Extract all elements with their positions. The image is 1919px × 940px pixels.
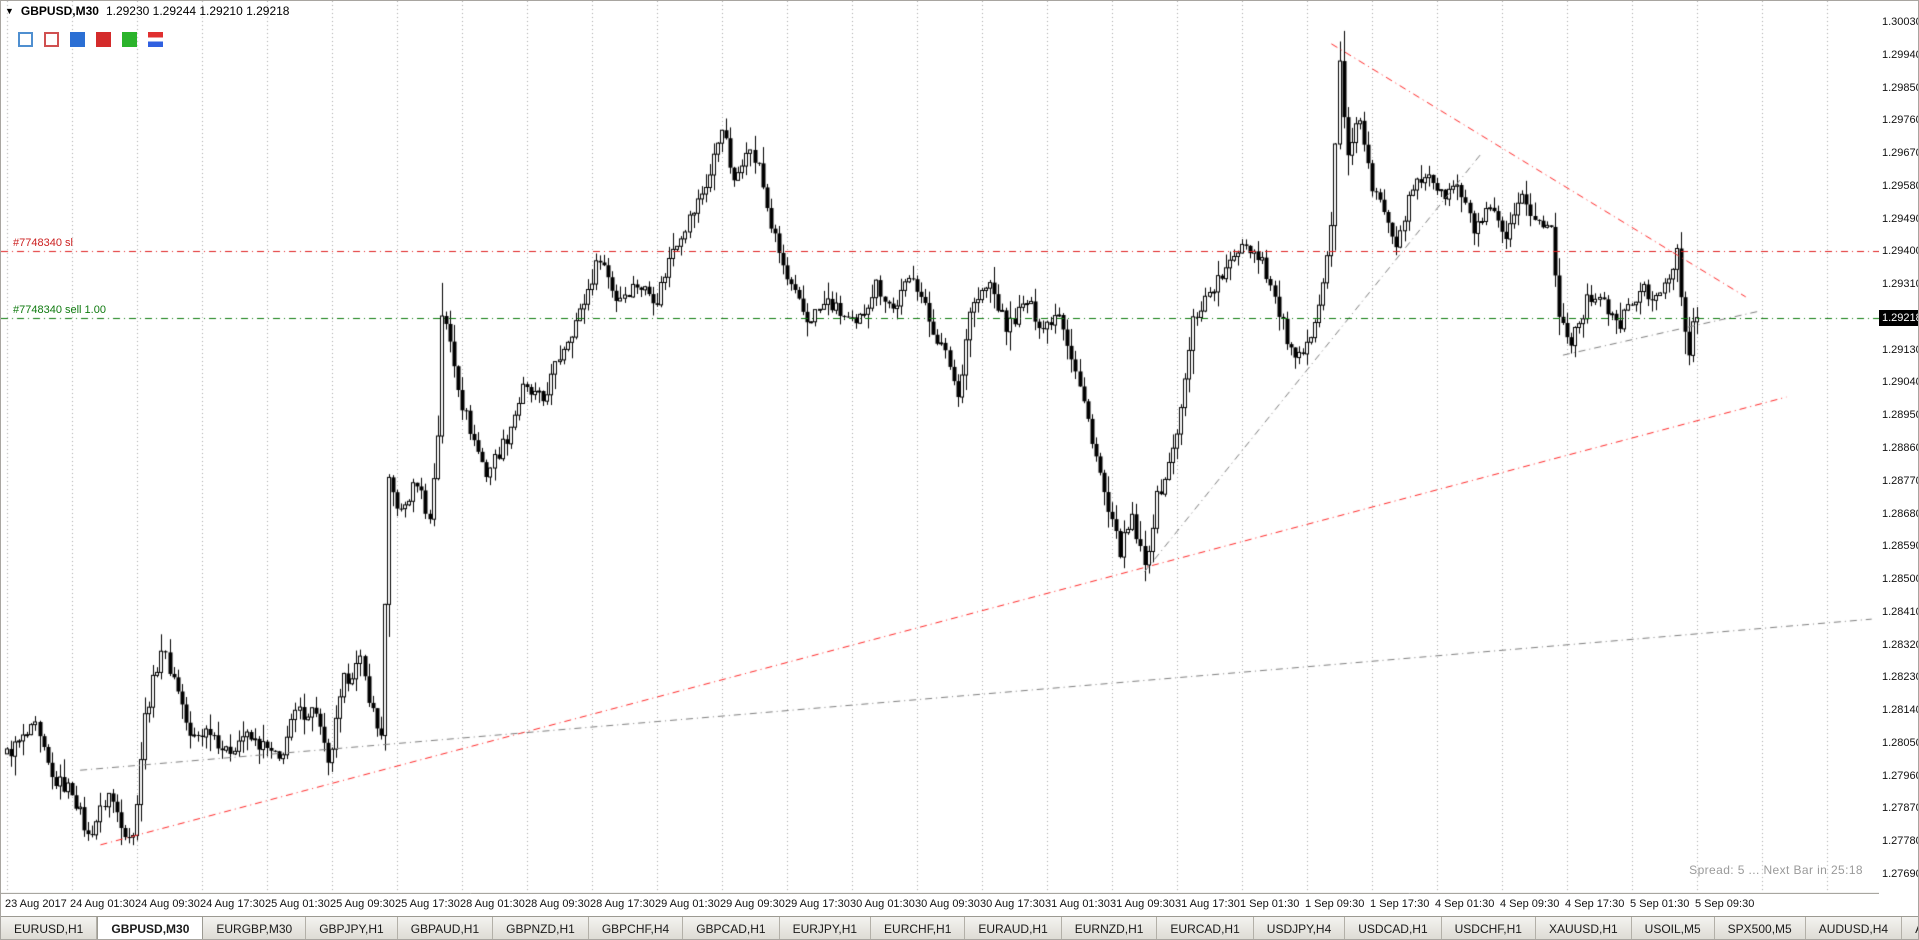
symbol-tab-eurcad-h1[interactable]: EURCAD,H1	[1157, 917, 1254, 939]
symbol-tab-gbpjpy-h1[interactable]: GBPJPY,H1	[306, 917, 398, 939]
price-axis-label: 1.29130	[1882, 343, 1919, 356]
order-sell-label[interactable]: #7748340 sell 1.00	[13, 303, 106, 316]
symbol-tab-audusd-h4[interactable]: AUDUSD,H4	[1805, 917, 1903, 939]
symbol-tab-usoil-m5[interactable]: USOIL,M5	[1631, 917, 1715, 939]
symbol-tab-eurusd-h1[interactable]: EURUSD,H1	[1, 917, 98, 939]
price-axis-label: 1.29040	[1882, 376, 1919, 389]
chart-ohlc-values: 1.29230 1.29244 1.29210 1.29218	[105, 4, 290, 18]
blue-square-button[interactable]	[70, 32, 85, 47]
time-axis-label: 5 Sep 01:30	[1630, 898, 1690, 910]
symbol-tab-gbpusd-m30[interactable]: GBPUSD,M30	[97, 917, 204, 939]
price-axis-label: 1.29940	[1882, 48, 1919, 61]
time-axis-label: 25 Aug 09:30	[330, 898, 395, 910]
time-axis-label: 25 Aug 17:30	[395, 898, 460, 910]
time-axis-label: 29 Aug 09:30	[720, 898, 785, 910]
symbol-tab-usdcad-h1[interactable]: USDCAD,H1	[1345, 917, 1442, 939]
time-axis-label: 31 Aug 17:30	[1175, 898, 1240, 910]
green-square-button[interactable]	[122, 32, 137, 47]
symbol-tab-audnzd-h1[interactable]: AUDNZD,H1	[1902, 917, 1918, 939]
time-axis-label: 24 Aug 09:30	[135, 898, 200, 910]
time-axis-label: 1 Sep 17:30	[1370, 898, 1430, 910]
price-axis-label: 1.27780	[1882, 835, 1919, 848]
price-axis-label: 1.29310	[1882, 278, 1919, 291]
price-axis-label: 1.28500	[1882, 573, 1919, 586]
symbol-tab-usdchf-h1[interactable]: USDCHF,H1	[1441, 917, 1536, 939]
chart-area[interactable]: ▼ GBPUSD,M30 1.29230 1.29244 1.29210 1.2…	[1, 1, 1879, 894]
order-stoploss-label[interactable]: #7748340 sl	[13, 237, 73, 250]
price-axis-label: 1.29490	[1882, 212, 1919, 225]
chart-canvas[interactable]	[1, 1, 1879, 894]
price-axis[interactable]: 1.29218 1.30030 1.29940 1.29850 1.29760 1.29…	[1879, 1, 1919, 894]
price-axis-label: 1.28770	[1882, 474, 1919, 487]
symbol-tab-spx500-m5[interactable]: SPX500,M5	[1714, 917, 1806, 939]
time-axis-label: 1 Sep 09:30	[1305, 898, 1365, 910]
time-axis-label: 4 Sep 17:30	[1565, 898, 1625, 910]
time-axis-label: 24 Aug 01:30	[70, 898, 135, 910]
symbol-tab-gbpcad-h1[interactable]: GBPCAD,H1	[683, 917, 780, 939]
symbol-tab-eurnzd-h1[interactable]: EURNZD,H1	[1061, 917, 1158, 939]
time-axis-label: 31 Aug 09:30	[1110, 898, 1175, 910]
symbol-tab-xauusd-h1[interactable]: XAUUSD,H1	[1535, 917, 1632, 939]
price-axis-label: 1.28950	[1882, 409, 1919, 422]
red-square-button[interactable]	[96, 32, 111, 47]
price-axis-label: 1.28410	[1882, 605, 1919, 618]
blue-outline-square-button[interactable]	[18, 32, 33, 47]
time-axis-label: 1 Sep 01:30	[1240, 898, 1300, 910]
price-axis-label: 1.28680	[1882, 507, 1919, 520]
time-axis-label: 4 Sep 09:30	[1500, 898, 1560, 910]
symbol-tab-gbpchf-h4[interactable]: GBPCHF,H4	[588, 917, 684, 939]
object-buttons-toolbar	[18, 32, 163, 47]
time-axis-label: 30 Aug 17:30	[980, 898, 1045, 910]
spread-nextbar-text: Spread: 5 ... Next Bar in 25:18	[1689, 863, 1863, 877]
symbol-tab-eurchf-h1[interactable]: EURCHF,H1	[871, 917, 966, 939]
price-axis-label: 1.29400	[1882, 245, 1919, 258]
red-blue-stripes-button[interactable]	[148, 32, 163, 47]
time-axis-label: 23 Aug 2017	[5, 898, 67, 910]
price-axis-label: 1.28590	[1882, 540, 1919, 553]
red-outline-square-button[interactable]	[44, 32, 59, 47]
time-axis-label: 28 Aug 17:30	[590, 898, 655, 910]
price-axis-label: 1.29760	[1882, 114, 1919, 127]
symbol-tab-eurgbp-m30[interactable]: EURGBP,M30	[203, 917, 307, 939]
time-axis-label: 30 Aug 09:30	[915, 898, 980, 910]
time-axis-label: 5 Sep 09:30	[1695, 898, 1755, 910]
symbol-tab-bar: EURUSD,H1 GBPUSD,M30 EURGBP,M30 GBPJPY,H1 GB…	[1, 916, 1918, 939]
time-axis-label: 29 Aug 17:30	[785, 898, 850, 910]
time-axis-label: 24 Aug 17:30	[200, 898, 265, 910]
time-axis-label: 29 Aug 01:30	[655, 898, 720, 910]
price-axis-label: 1.29670	[1882, 147, 1919, 160]
symbol-tab-gbpaud-h1[interactable]: GBPAUD,H1	[397, 917, 494, 939]
price-axis-label: 1.30030	[1882, 16, 1919, 28]
chart-menu-icon[interactable]: ▼	[5, 6, 14, 16]
symbol-tab-gbpnzd-h1[interactable]: GBPNZD,H1	[493, 917, 589, 939]
chart-header: ▼ GBPUSD,M30 1.29230 1.29244 1.29210 1.2…	[5, 4, 289, 18]
price-axis-label: 1.29850	[1882, 81, 1919, 94]
time-axis-label: 30 Aug 01:30	[850, 898, 915, 910]
current-price-badge: 1.29218	[1879, 310, 1918, 326]
price-axis-label: 1.28320	[1882, 638, 1919, 651]
time-axis[interactable]: 23 Aug 2017 24 Aug 01:30 24 Aug 09:30 24 Au…	[1, 894, 1918, 916]
time-axis-label: 31 Aug 01:30	[1045, 898, 1110, 910]
chart-symbol-label: GBPUSD,M30	[20, 4, 99, 18]
symbol-tab-eurjpy-h1[interactable]: EURJPY,H1	[779, 917, 872, 939]
price-axis-label: 1.28140	[1882, 704, 1919, 717]
price-axis-label: 1.28230	[1882, 671, 1919, 684]
time-axis-label: 28 Aug 01:30	[460, 898, 525, 910]
price-axis-label: 1.27960	[1882, 769, 1919, 782]
price-axis-label: 1.27690	[1882, 868, 1919, 880]
price-axis-label: 1.27870	[1882, 802, 1919, 815]
price-axis-label: 1.28050	[1882, 736, 1919, 749]
price-axis-label: 1.29580	[1882, 179, 1919, 192]
time-axis-label: 4 Sep 01:30	[1435, 898, 1495, 910]
time-axis-label: 25 Aug 01:30	[265, 898, 330, 910]
symbol-tab-euraud-h1[interactable]: EURAUD,H1	[965, 917, 1062, 939]
time-axis-label: 28 Aug 09:30	[525, 898, 590, 910]
price-axis-label: 1.28860	[1882, 442, 1919, 454]
symbol-tab-usdjpy-h4[interactable]: USDJPY,H4	[1253, 917, 1346, 939]
